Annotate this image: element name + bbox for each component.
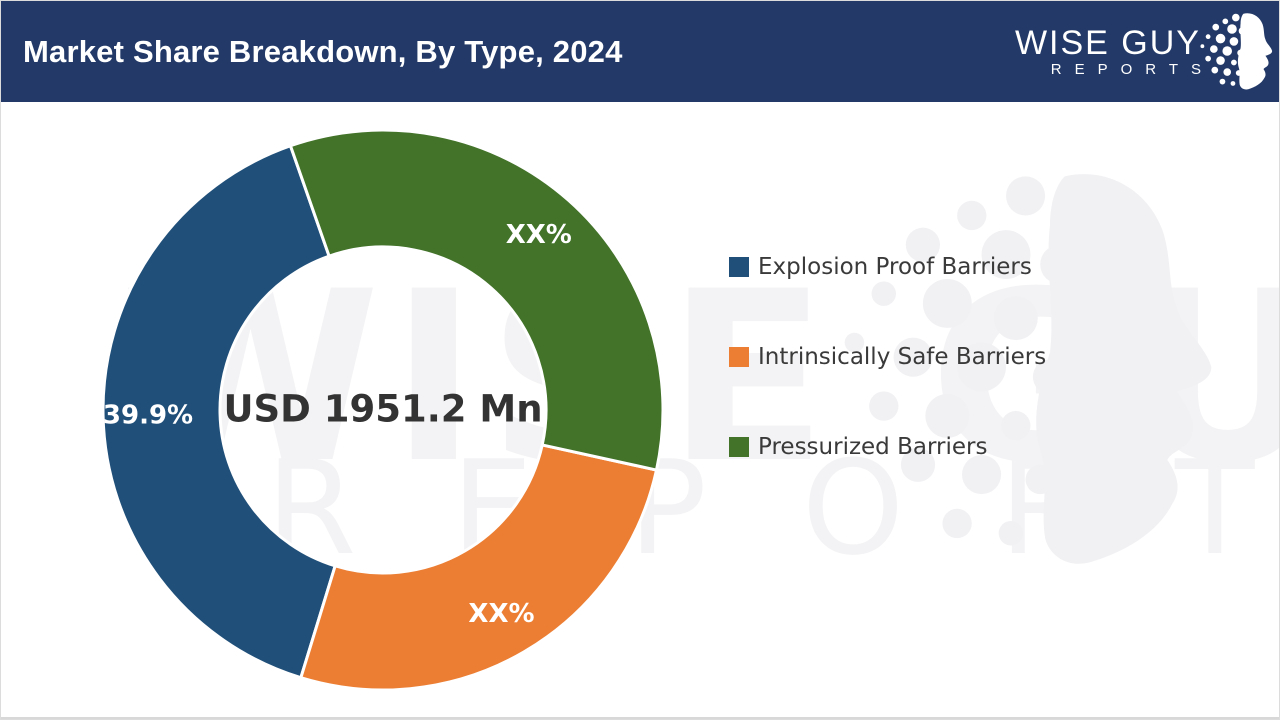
donut-segment-intrinsically-safe-barriers	[299, 443, 658, 692]
logo-face-icon	[1200, 13, 1273, 90]
legend-swatch-pressurized	[729, 437, 749, 457]
donut-center-value: USD 1951.2 Mn	[223, 387, 543, 431]
legend-label: Explosion Proof Barriers	[758, 254, 1032, 280]
donut-segment-label: XX%	[468, 599, 534, 629]
legend-item: Pressurized Barriers	[729, 434, 1046, 460]
legend-swatch-intrinsically-safe	[729, 347, 749, 367]
donut-chart: 39.9% XX% XX%	[101, 128, 665, 692]
wise-guy-logo: WISE GUY REPORTS	[989, 1, 1279, 102]
page-title: Market Share Breakdown, By Type, 2024	[23, 33, 623, 69]
donut-segment-explosion-proof-barriers	[101, 144, 337, 680]
donut-segment-label: 39.9%	[103, 401, 193, 431]
legend-label: Pressurized Barriers	[758, 434, 988, 460]
donut-segment-label: XX%	[506, 220, 572, 250]
logo-text: WISE GUY REPORTS	[1015, 25, 1201, 79]
logo-subtitle: REPORTS	[1050, 61, 1214, 78]
legend-item: Intrinsically Safe Barriers	[729, 344, 1047, 370]
legend-item: Explosion Proof Barriers	[729, 254, 1046, 280]
logo-wordmark: WISE GUY	[1014, 24, 1201, 62]
legend-swatch-explosion-proof	[729, 257, 749, 277]
legend-label: Intrinsically Safe Barriers	[758, 344, 1047, 370]
header-bar: Market Share Breakdown, By Type, 2024 WI…	[1, 1, 1279, 102]
donut-segment-pressurized-barriers	[288, 128, 665, 472]
chart-legend: Explosion Proof Barriers Intrinsically S…	[729, 256, 1046, 526]
chart-area: WISE GUY REPORTS 39.9%XX%XX% USD 1951.2 …	[1, 102, 1279, 719]
